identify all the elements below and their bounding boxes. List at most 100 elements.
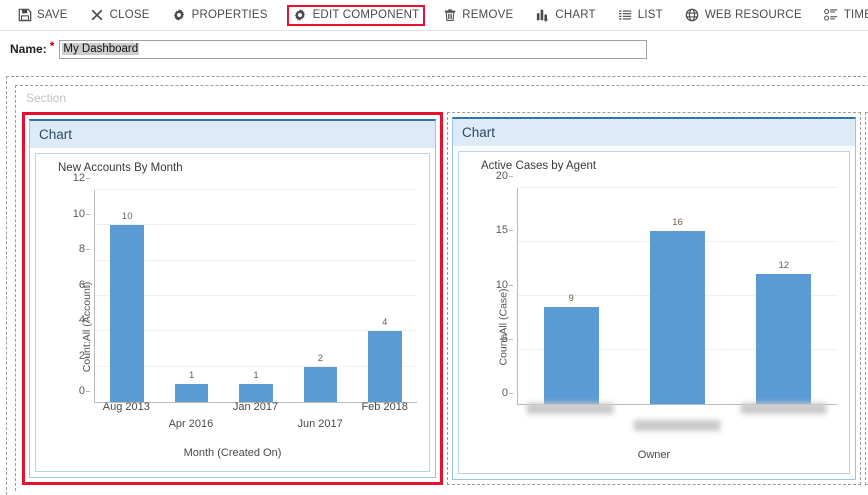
- y-tick-label: 20: [495, 170, 514, 182]
- chart-panel-2-header: Chart: [453, 119, 855, 146]
- save-icon: [17, 8, 32, 23]
- x-tick-label: XXXXXXXXXXX: [740, 403, 828, 414]
- chart-x-axis-label: Month (Created On): [183, 447, 282, 459]
- bar-value-label: 2: [317, 352, 324, 364]
- properties-button-label: PROPERTIES: [191, 9, 268, 21]
- chart-panel-2-inner: Chart Active Cases by Agent Count:All (C…: [452, 117, 856, 480]
- bar-slot[interactable]: 2: [288, 190, 352, 402]
- grid-line: [95, 224, 417, 226]
- chart-x-axis-ticks: XXXXXXXXXXX XXXXXXXXXXX XXXXXXXXXXX: [517, 403, 837, 437]
- chart-2-plot: Count:All (Case)0510152091612XXXXXXXXXXX…: [459, 170, 849, 473]
- chart-1-plot: Count:All (Account) 0 2 4 6 8 10 12 10 1 1 2 4 Aug 20…: [36, 172, 429, 471]
- grid-line: [518, 187, 837, 188]
- web-resource-button[interactable]: WEB RESOURCE: [682, 6, 805, 25]
- chart-plot-area: 10 1 1 2 4: [94, 189, 417, 403]
- bar[interactable]: [543, 306, 599, 404]
- chart-panel-1[interactable]: Chart New Accounts By Month Count:All (A…: [22, 112, 443, 485]
- bar[interactable]: [756, 274, 812, 404]
- chart-panel-1-body[interactable]: New Accounts By Month Count:All (Account…: [35, 153, 430, 472]
- y-tick-label: 10: [72, 207, 91, 220]
- grid-line: [95, 259, 417, 261]
- list-button-label: LIST: [637, 9, 663, 21]
- name-label: Name:: [10, 42, 47, 56]
- bar[interactable]: [110, 225, 144, 402]
- bar-slot[interactable]: 1: [159, 190, 223, 402]
- dashboard-tab-area: Section Chart New Accounts By Month Coun…: [6, 76, 868, 495]
- required-marker: *: [49, 39, 55, 53]
- remove-button[interactable]: REMOVE: [439, 6, 516, 25]
- bar[interactable]: [303, 366, 338, 402]
- chart-plot-area: 9 16 12: [517, 187, 837, 405]
- save-button-label: SAVE: [37, 9, 68, 21]
- command-bar: SAVE CLOSE PROPERTIES EDIT COMPONENT REM…: [0, 0, 868, 31]
- bar-value-label: 1: [188, 370, 195, 382]
- list-icon: [618, 8, 633, 23]
- bar-slot[interactable]: 12: [731, 188, 837, 404]
- dashboard-canvas: Section Chart New Accounts By Month Coun…: [6, 76, 868, 495]
- chart-x-axis-label: Owner: [637, 449, 671, 461]
- chart-button[interactable]: CHART: [532, 6, 598, 25]
- bar-value-label: 4: [382, 317, 388, 329]
- grid-line: [95, 189, 417, 190]
- chart-panel-3[interactable]: Chart: [865, 112, 868, 485]
- grid-line: [95, 330, 417, 332]
- globe-icon: [685, 8, 700, 23]
- bar-slot[interactable]: 1: [224, 190, 288, 402]
- close-button[interactable]: CLOSE: [87, 6, 153, 25]
- y-tick-label: 12: [72, 172, 91, 184]
- y-tick-label: 5: [501, 332, 514, 345]
- bar-value-label: 12: [778, 260, 790, 272]
- bar[interactable]: [649, 231, 706, 404]
- bar[interactable]: [368, 331, 402, 402]
- name-field-row: Name: * My Dashboard: [0, 31, 868, 67]
- bar-slot[interactable]: 9: [518, 188, 624, 404]
- chart-panel-1-header: Chart: [30, 121, 435, 148]
- bar-value-label: 16: [672, 217, 683, 229]
- remove-button-label: REMOVE: [462, 9, 514, 21]
- y-tick-label: 0: [501, 387, 514, 399]
- gear-icon: [172, 8, 187, 23]
- bar[interactable]: [174, 384, 209, 402]
- timeline-icon: [824, 8, 839, 23]
- bar-value-label: 10: [121, 211, 133, 223]
- bar-slot[interactable]: 16: [624, 188, 730, 404]
- chart-button-label: CHART: [555, 9, 596, 21]
- y-tick-label: 6: [78, 278, 91, 291]
- edit-component-button[interactable]: EDIT COMPONENT: [286, 4, 426, 26]
- chart-y-axis-ticks: 0 5 10 15 20: [481, 170, 514, 405]
- bar-value-label: 1: [253, 370, 259, 382]
- chart-bars: 9 16 12: [518, 188, 837, 404]
- bar-slot[interactable]: 10: [95, 190, 159, 402]
- name-input[interactable]: My Dashboard: [59, 39, 648, 59]
- bar-slot[interactable]: 4: [353, 190, 417, 402]
- chart-panel-2-body[interactable]: Active Cases by Agent Count:All (Case) 0 5…: [458, 151, 850, 474]
- chart-bars: 10 1 1 2 4: [95, 190, 417, 402]
- bar[interactable]: [239, 384, 273, 402]
- y-tick-label: 4: [78, 314, 91, 327]
- x-tick-label: Apr 2016: [168, 418, 214, 430]
- chart-panel-2[interactable]: Chart Active Cases by Agent Count:All (C…: [447, 112, 861, 485]
- section-label: Section: [26, 91, 67, 105]
- properties-button[interactable]: PROPERTIES: [169, 6, 271, 25]
- dashboard-section[interactable]: Section Chart New Accounts By Month Coun…: [15, 85, 868, 491]
- list-button[interactable]: LIST: [615, 6, 666, 25]
- trash-icon: [442, 8, 457, 23]
- x-tick-label: XXXXXXXXXXX: [633, 420, 721, 431]
- timeline-button[interactable]: TIMELINE: [821, 6, 868, 25]
- y-tick-label: 2: [78, 349, 91, 362]
- grid-line: [95, 365, 417, 367]
- chart-1-title: New Accounts By Month: [58, 162, 183, 174]
- web-resource-button-label: WEB RESOURCE: [704, 9, 802, 21]
- name-input-value: My Dashboard: [62, 43, 140, 55]
- x-tick-label: Aug 2013: [102, 401, 150, 413]
- x-tick-label: XXXXXXXXXXX: [526, 403, 614, 414]
- chart-2-title: Active Cases by Agent: [481, 160, 597, 172]
- edit-component-button-label: EDIT COMPONENT: [312, 9, 420, 21]
- save-button[interactable]: SAVE: [14, 6, 71, 25]
- x-tick-label: Jan 2017: [232, 401, 279, 413]
- chart-panel-1-inner: Chart New Accounts By Month Count:All (A…: [29, 119, 436, 478]
- chart-y-axis-ticks: 0 2 4 6 8 10 12: [58, 172, 91, 403]
- bar-chart-add-icon: [535, 8, 550, 23]
- y-tick-label: 0: [78, 385, 91, 397]
- x-tick-label: Feb 2018: [361, 401, 408, 413]
